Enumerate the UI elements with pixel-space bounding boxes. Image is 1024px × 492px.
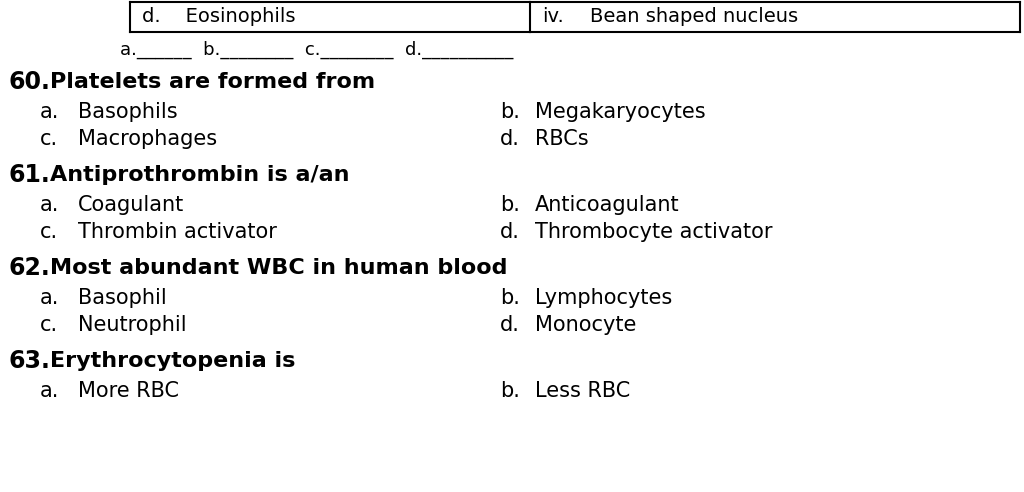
Text: b.: b. <box>500 381 520 401</box>
Text: c.: c. <box>40 129 58 149</box>
Text: Erythrocytopenia is: Erythrocytopenia is <box>50 351 295 371</box>
Text: Macrophages: Macrophages <box>78 129 217 149</box>
Text: b.: b. <box>500 288 520 308</box>
Text: Basophil: Basophil <box>78 288 167 308</box>
Text: Most abundant WBC in human blood: Most abundant WBC in human blood <box>50 258 508 278</box>
Text: Lymphocytes: Lymphocytes <box>535 288 672 308</box>
Text: b.: b. <box>500 102 520 122</box>
Text: Monocyte: Monocyte <box>535 315 636 335</box>
Text: c.: c. <box>40 315 58 335</box>
Text: d.: d. <box>500 315 520 335</box>
Text: c.: c. <box>40 222 58 242</box>
Text: RBCs: RBCs <box>535 129 589 149</box>
Text: 61.: 61. <box>8 163 50 187</box>
Text: d.    Eosinophils: d. Eosinophils <box>142 7 296 27</box>
Text: a.: a. <box>40 381 59 401</box>
Text: d.: d. <box>500 222 520 242</box>
Text: Platelets are formed from: Platelets are formed from <box>50 72 375 92</box>
Text: Megakaryocytes: Megakaryocytes <box>535 102 706 122</box>
Text: 62.: 62. <box>8 256 50 280</box>
Text: Thrombin activator: Thrombin activator <box>78 222 276 242</box>
Text: Antiprothrombin is a/an: Antiprothrombin is a/an <box>50 165 349 185</box>
Text: a.______  b.________  c.________  d.__________: a.______ b.________ c.________ d._______… <box>120 41 513 59</box>
Text: iv.: iv. <box>542 7 564 27</box>
Text: 63.: 63. <box>8 349 50 373</box>
Text: Anticoagulant: Anticoagulant <box>535 195 680 215</box>
Text: Basophils: Basophils <box>78 102 177 122</box>
Text: Bean shaped nucleus: Bean shaped nucleus <box>590 7 798 27</box>
Text: b.: b. <box>500 195 520 215</box>
Text: Neutrophil: Neutrophil <box>78 315 186 335</box>
Text: a.: a. <box>40 288 59 308</box>
Text: d.: d. <box>500 129 520 149</box>
Text: Coagulant: Coagulant <box>78 195 184 215</box>
Text: More RBC: More RBC <box>78 381 179 401</box>
Text: Less RBC: Less RBC <box>535 381 630 401</box>
Text: 60.: 60. <box>8 70 50 94</box>
Text: Thrombocyte activator: Thrombocyte activator <box>535 222 772 242</box>
Text: a.: a. <box>40 195 59 215</box>
Text: a.: a. <box>40 102 59 122</box>
